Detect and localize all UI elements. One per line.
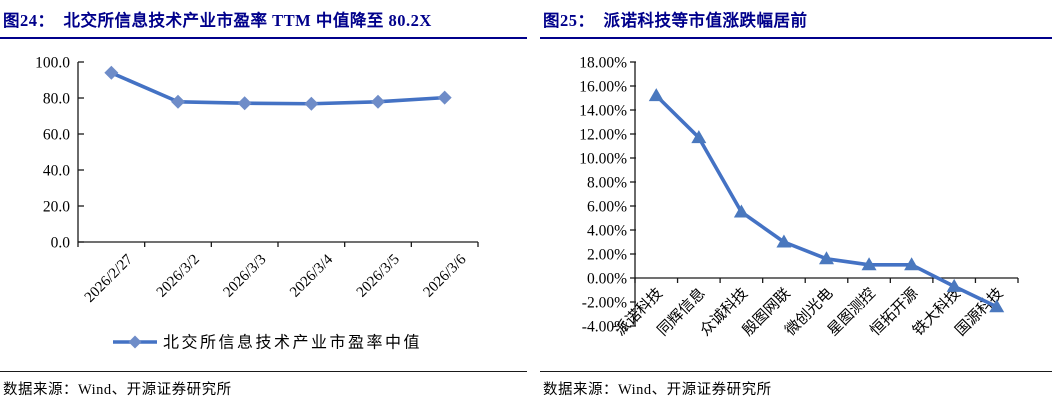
figure-24: 图24： 北交所信息技术产业市盈率 TTM 中值降至 80.2X 100.0 80.…: [0, 0, 527, 406]
legend-label: 北交所信息技术产业市盈率中值: [163, 334, 422, 352]
y-tick-label: 4.00%: [587, 223, 627, 240]
y-tick-label: 0.0: [51, 235, 71, 252]
y-tick-label: 12.00%: [579, 127, 627, 144]
pe-ttm-median-line-chart: 100.0 80.0 60.0 40.0 20.0 0.0 2026/2/27 2026/3/…: [35, 55, 479, 352]
y-tick-label: 60.0: [43, 127, 70, 144]
x-category-label: 2026/3/2: [154, 252, 203, 301]
y-tick-label: 6.00%: [587, 199, 627, 216]
figure-25-title-text: 派诺科技等市值涨跌幅居前: [603, 11, 808, 30]
data-point-marker: [371, 94, 385, 109]
y-tick-label: 10.00%: [579, 151, 627, 168]
x-category-label: 2026/3/3: [220, 252, 269, 301]
y-tick-label: -4.00%: [582, 319, 627, 336]
market-cap-change-line-chart: 18.00% 16.00% 14.00% 12.00% 10.00% 8.00% 6.00%…: [579, 55, 1019, 339]
data-point-marker: [104, 65, 119, 80]
legend-marker-diamond: [128, 335, 142, 349]
data-point-marker: [861, 257, 877, 271]
data-point-marker: [304, 96, 319, 111]
y-tick-label: 40.0: [43, 163, 70, 180]
y-tick-label: 0.00%: [587, 271, 627, 288]
y-tick-label: 8.00%: [587, 175, 627, 192]
data-point-marker: [946, 278, 962, 292]
x-category-label: 2026/3/6: [420, 251, 469, 300]
data-point-marker: [819, 251, 834, 265]
figure-25-tag: 图25：: [543, 11, 595, 30]
figure-24-title: 图24： 北交所信息技术产业市盈率 TTM 中值降至 80.2X: [0, 7, 527, 39]
x-category-label: 2026/3/5: [354, 252, 403, 301]
figure-25-title: 图25： 派诺科技等市值涨跌幅居前: [540, 7, 1052, 39]
y-tick-label: 18.00%: [579, 55, 627, 72]
y-tick-label: 14.00%: [579, 103, 627, 120]
y-tick-label: 20.0: [43, 199, 70, 216]
data-point-marker: [989, 299, 1005, 313]
data-point-marker: [648, 88, 664, 102]
x-category-label: 2026/3/4: [287, 251, 336, 300]
data-point-marker: [171, 94, 185, 109]
y-tick-label: 100.0: [35, 55, 70, 72]
figure-24-source: 数据来源：Wind、开源证券研究所: [0, 371, 527, 399]
data-point-marker: [437, 90, 452, 105]
y-tick-label: -2.00%: [582, 295, 627, 312]
y-tick-label: 80.0: [43, 91, 70, 108]
figure-25-source-text: 数据来源：Wind、开源证券研究所: [543, 382, 772, 398]
series-line: [109, 70, 447, 106]
y-tick-label: 2.00%: [587, 247, 627, 264]
data-point-marker: [691, 130, 707, 144]
y-tick-label: 16.00%: [579, 79, 627, 96]
figure-24-tag: 图24：: [3, 11, 55, 30]
figure-24-source-text: 数据来源：Wind、开源证券研究所: [3, 382, 232, 398]
series-line: [654, 93, 999, 309]
data-point-marker: [237, 96, 252, 111]
data-point-marker: [776, 234, 792, 248]
figure-25: 图25： 派诺科技等市值涨跌幅居前 18.00% 16.00% 14.00% 12.00…: [540, 0, 1052, 406]
figure-25-source: 数据来源：Wind、开源证券研究所: [540, 371, 1052, 399]
data-point-marker: [733, 204, 749, 218]
x-category-label: 2026/2/27: [82, 251, 137, 306]
figure-24-title-text: 北交所信息技术产业市盈率 TTM 中值降至 80.2X: [63, 11, 432, 30]
data-point-marker: [904, 257, 920, 271]
